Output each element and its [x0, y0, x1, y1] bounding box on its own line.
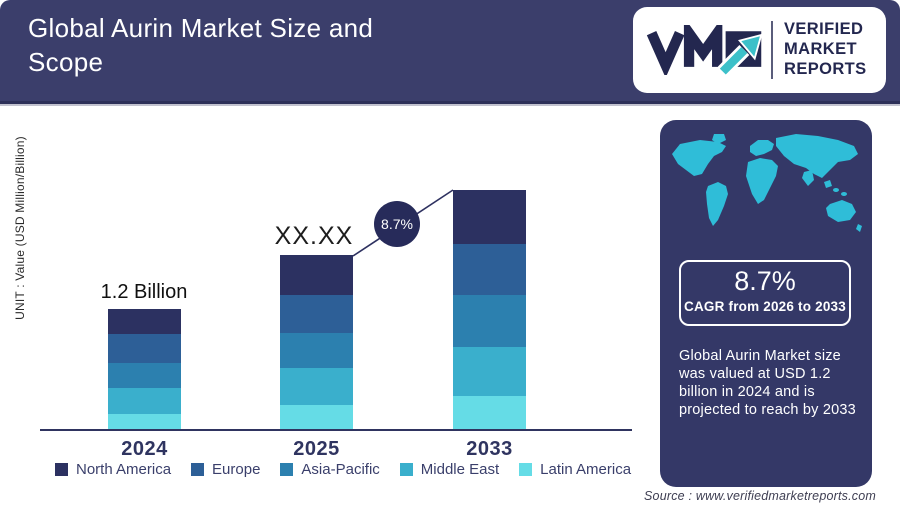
legend-item-north-america: North America — [55, 461, 171, 478]
cagr-badge: 8.7% — [374, 201, 420, 247]
source-url[interactable]: Source : www.verifiedmarketreports.com — [644, 489, 876, 503]
region-summary-panel: 8.7% CAGR from 2026 to 2033 Global Aurin… — [660, 120, 872, 487]
legend-label-latin-america: Latin America — [540, 461, 632, 478]
bar-segment-north-america — [280, 255, 353, 295]
bar-segment-middle-east — [108, 388, 181, 414]
stacked-bar-2024 — [108, 309, 181, 430]
legend-swatch-europe — [191, 463, 205, 476]
cagr-box: 8.7% CAGR from 2026 to 2033 — [679, 260, 851, 326]
bar-segment-asia-pacific — [108, 363, 181, 388]
page-title: Global Aurin Market Size and Scope — [28, 12, 373, 80]
world-map-icon — [672, 134, 862, 232]
x-tick-2025: 2025 — [293, 438, 340, 460]
vmr-logo-icon — [646, 25, 763, 75]
legend-label-north-america: North America — [76, 461, 172, 478]
chart-legend: North America Europe Asia-Pacific Middle Ea… — [55, 461, 631, 478]
logo-brand-line3: REPORTS — [784, 59, 867, 78]
bar-segment-europe — [108, 334, 181, 363]
vmr-logo-card[interactable]: VERIFIED MARKET REPORTS — [633, 7, 886, 93]
cagr-value: 8.7% — [734, 266, 796, 296]
page-title-line1: Global Aurin Market Size and — [28, 13, 374, 43]
legend-swatch-asia-pacific — [280, 463, 294, 476]
bar-segment-north-america — [108, 309, 181, 334]
x-tick-2024: 2024 — [121, 438, 168, 460]
legend-swatch-middle-east — [399, 463, 413, 476]
bar-segment-latin-america — [280, 405, 353, 430]
bar-segment-asia-pacific — [453, 295, 526, 347]
bar-segment-asia-pacific — [280, 333, 353, 368]
legend-label-middle-east: Middle East — [420, 461, 500, 478]
stacked-bar-2025 — [280, 255, 353, 430]
y-axis-label: UNIT : Value (USD Million/Billion) — [13, 136, 27, 320]
stacked-bar-2033 — [453, 190, 526, 430]
logo-brand-line2: MARKET — [784, 40, 857, 59]
cagr-caption: CAGR from 2026 to 2033 — [684, 299, 846, 314]
legend-label-asia-pacific: Asia-Pacific — [301, 461, 380, 478]
header-banner: Global Aurin Market Size and Scope VERIF… — [0, 0, 900, 106]
bar-value-label-2024: 1.2 Billion — [100, 281, 188, 303]
logo-brand-name: VERIFIED MARKET REPORTS — [784, 20, 867, 79]
bar-segment-north-america — [453, 190, 526, 244]
bar-segment-latin-america — [108, 414, 181, 430]
page-title-line2: Scope — [28, 46, 104, 77]
legend-swatch-latin-america — [519, 463, 533, 476]
legend-item-middle-east: Middle East — [399, 461, 500, 478]
legend-item-europe: Europe — [191, 461, 260, 478]
logo-divider — [771, 21, 773, 79]
x-tick-2033: 2033 — [466, 438, 513, 460]
bar-segment-europe — [280, 295, 353, 333]
market-description: Global Aurin Market size was valued at U… — [679, 348, 856, 419]
bar-segment-latin-america — [453, 396, 526, 430]
bar-segment-europe — [453, 244, 526, 295]
legend-item-asia-pacific: Asia-Pacific — [280, 461, 380, 478]
legend-item-latin-america: Latin America — [519, 461, 631, 478]
bar-value-label-2025: XX.XX — [274, 222, 354, 250]
x-axis-line — [40, 429, 632, 431]
logo-brand-line1: VERIFIED — [784, 20, 864, 39]
legend-label-europe: Europe — [212, 461, 261, 478]
bar-segment-middle-east — [453, 347, 526, 396]
legend-swatch-north-america — [55, 463, 68, 476]
bar-segment-middle-east — [280, 368, 353, 405]
